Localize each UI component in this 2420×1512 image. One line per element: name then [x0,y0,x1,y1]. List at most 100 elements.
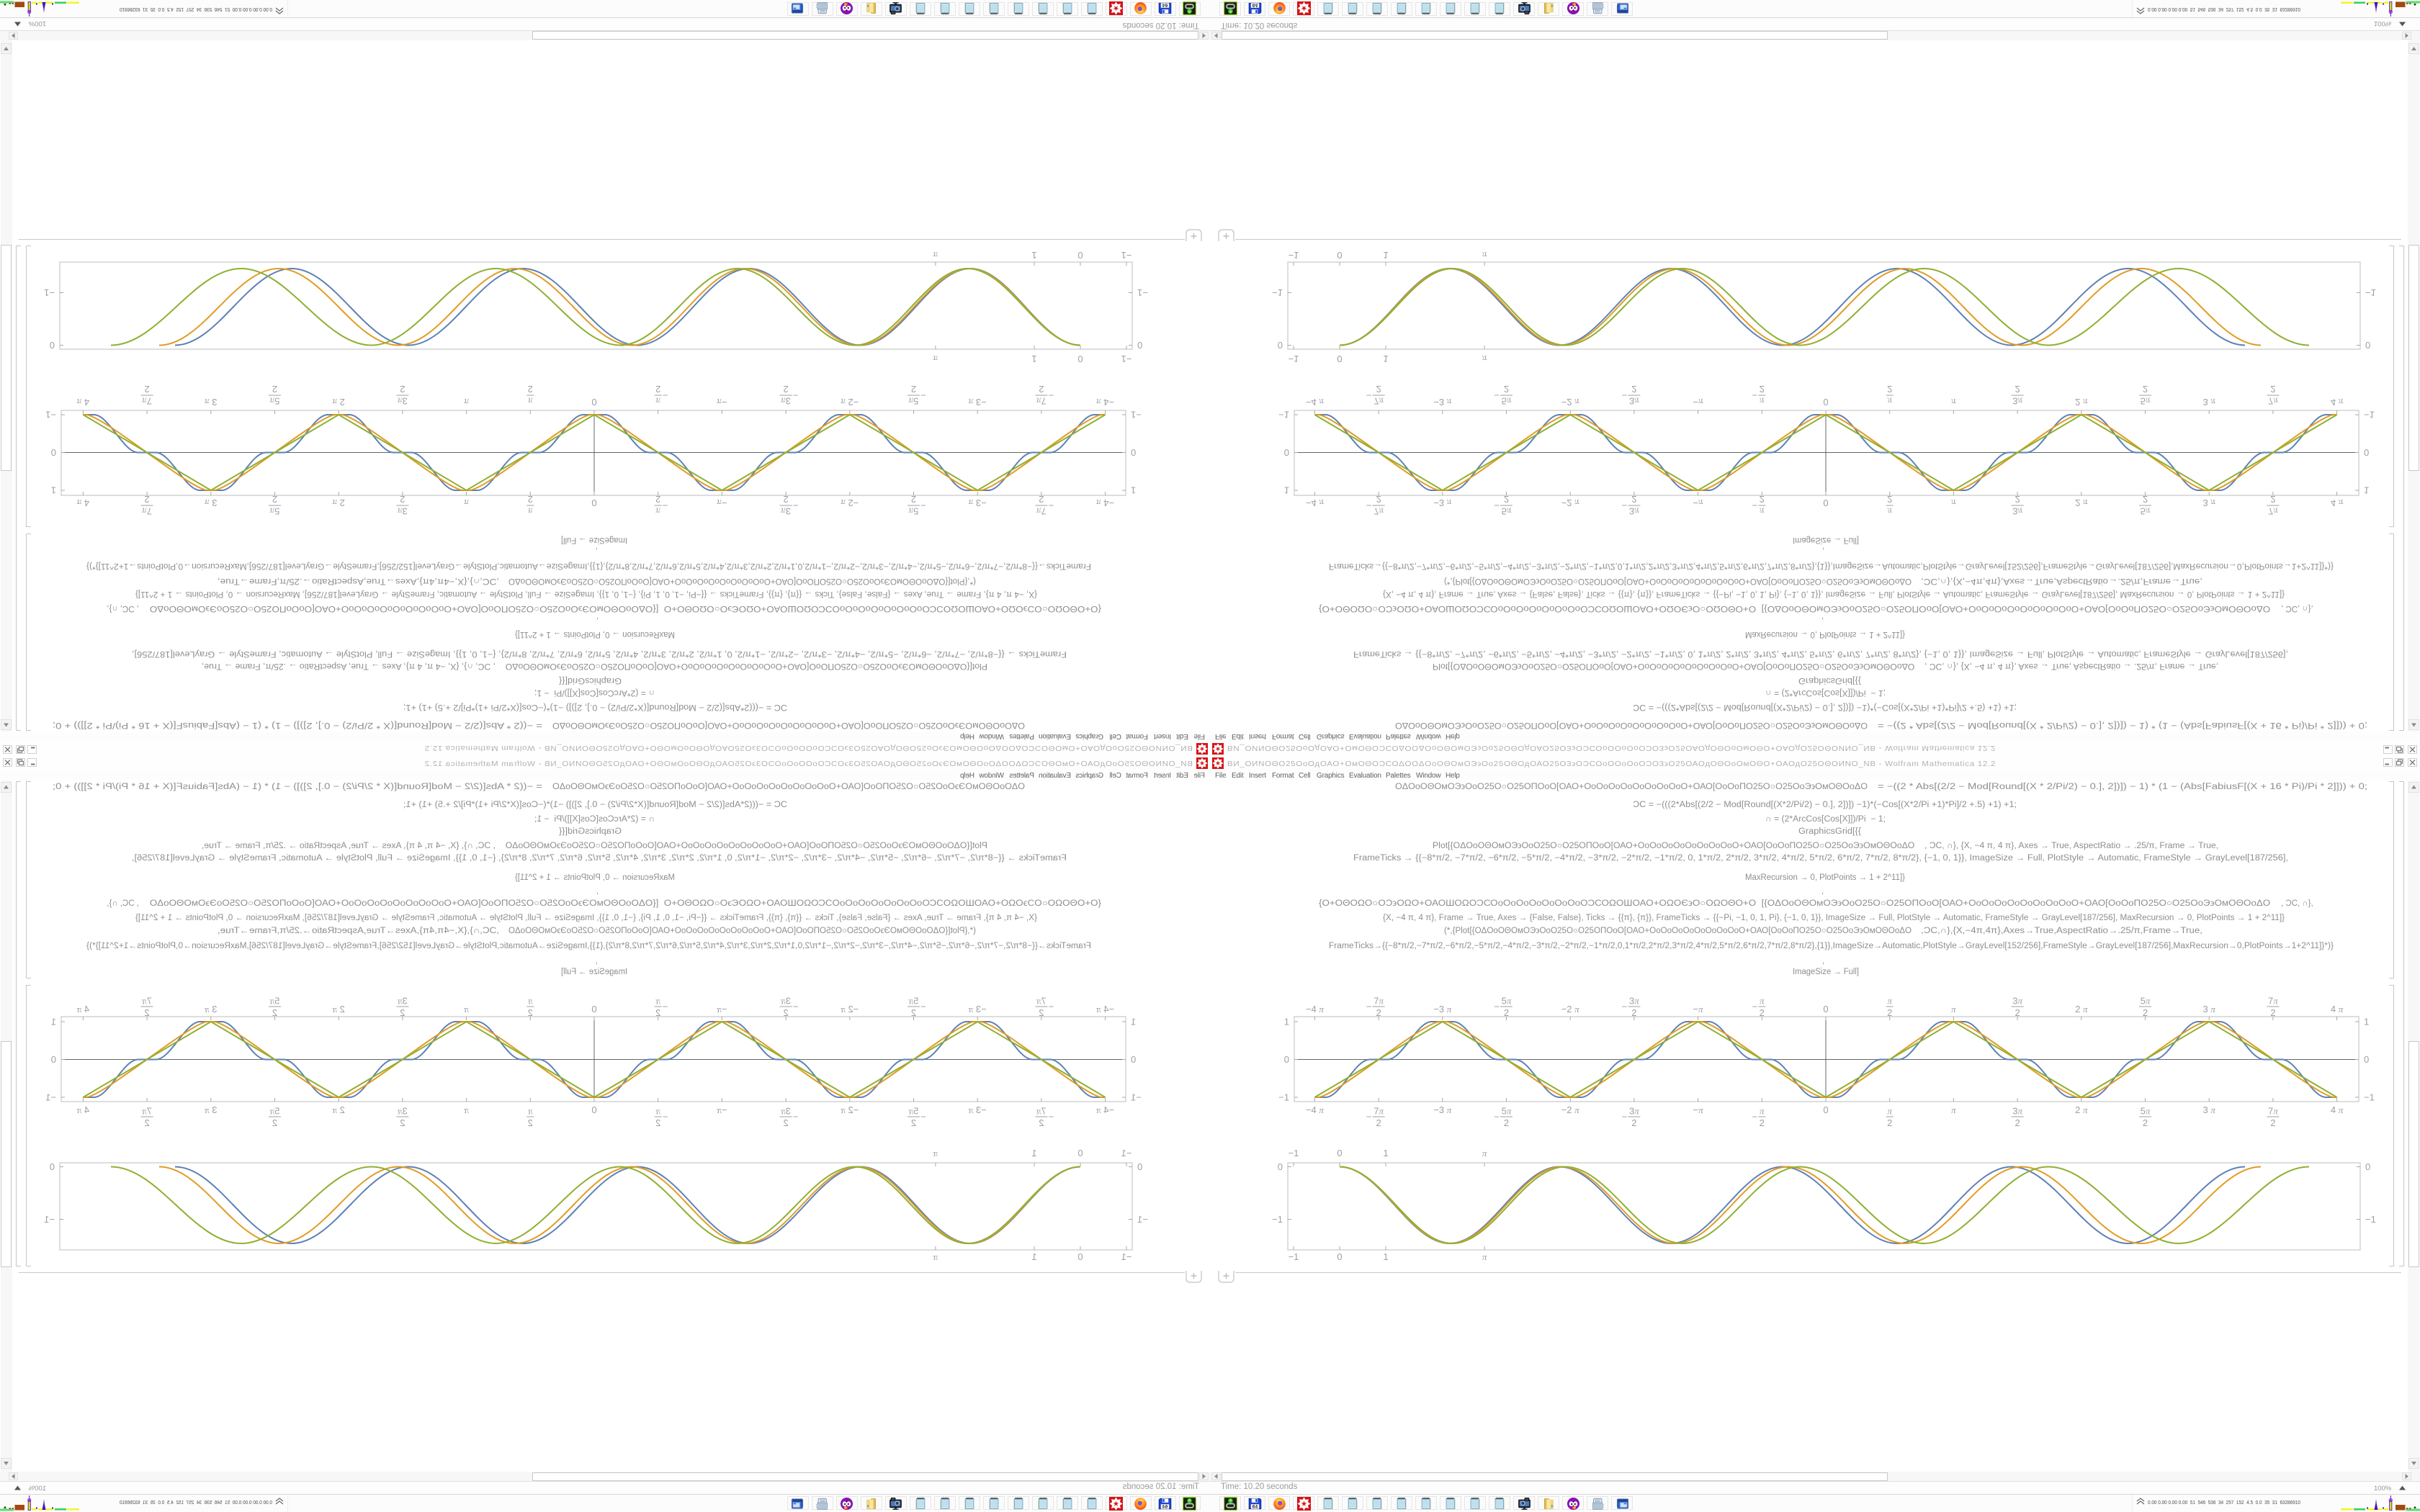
svg-text:5π: 5π [1502,1106,1512,1117]
svg-text:7π: 7π [2268,1106,2278,1117]
svg-text:5π: 5π [269,996,279,1007]
svg-text:−2 π: −2 π [1561,1104,1579,1115]
svg-text:−1: −1 [1121,354,1132,364]
svg-text:0: 0 [1284,447,1289,458]
svg-text:1: 1 [1383,354,1388,364]
svg-text:2: 2 [2015,1007,2020,1018]
svg-text:π: π [1887,396,1892,407]
svg-text:2: 2 [655,384,660,395]
svg-text:7π: 7π [1036,396,1047,407]
svg-text:1: 1 [2364,1017,2369,1027]
svg-text:−4 π: −4 π [1306,397,1324,408]
svg-text:π: π [528,506,533,517]
svg-text:3 π: 3 π [205,1004,218,1014]
svg-text:2: 2 [144,1007,149,1018]
svg-text:7π: 7π [142,996,152,1007]
svg-text:π: π [1951,1004,1956,1014]
svg-text:1: 1 [51,1017,56,1027]
svg-text:2: 2 [2270,1117,2275,1128]
svg-text:−: − [1494,500,1500,511]
svg-text:3 π: 3 π [2203,397,2216,408]
svg-text:−: − [1752,500,1758,511]
svg-text:−π: −π [1693,1104,1704,1115]
svg-text:π: π [1760,996,1765,1007]
svg-text:2: 2 [1039,1117,1044,1128]
svg-text:π: π [933,1251,938,1262]
svg-text:−: − [1752,1002,1758,1012]
svg-text:5π: 5π [1502,996,1512,1007]
svg-text:4 π: 4 π [2331,397,2344,408]
svg-text:2: 2 [528,1007,533,1018]
svg-text:3π: 3π [1629,396,1639,407]
svg-text:−π: −π [1693,498,1704,508]
svg-text:7π: 7π [1373,396,1384,407]
svg-text:3 π: 3 π [205,397,218,408]
svg-text:−4 π: −4 π [1306,1004,1324,1014]
svg-text:2: 2 [272,494,277,505]
svg-text:π: π [1951,397,1956,408]
svg-text:2: 2 [655,1007,660,1018]
svg-text:2 π: 2 π [2075,397,2088,408]
svg-text:2: 2 [528,1117,533,1128]
svg-text:−1: −1 [45,1092,56,1103]
svg-text:2: 2 [1887,494,1892,505]
svg-text:0: 0 [1823,1104,1828,1115]
svg-text:0: 0 [1131,447,1136,458]
svg-text:0: 0 [1337,1251,1342,1262]
svg-text:2: 2 [1504,1007,1509,1018]
svg-text:−1: −1 [1289,1251,1299,1262]
svg-text:2: 2 [911,494,916,505]
svg-text:0: 0 [50,1161,55,1172]
svg-text:−3 π: −3 π [968,1004,986,1014]
svg-text:0: 0 [1823,1004,1828,1014]
svg-text:−: − [920,390,926,401]
svg-text:2: 2 [400,1117,405,1128]
svg-text:−4 π: −4 π [1096,397,1114,408]
svg-text:2: 2 [2270,1007,2275,1018]
svg-text:7π: 7π [2268,996,2278,1007]
svg-text:−1: −1 [2365,287,2376,298]
svg-text:0: 0 [2365,1161,2370,1172]
svg-text:−2 π: −2 π [841,397,859,408]
svg-text:3 π: 3 π [205,1104,218,1115]
svg-text:2: 2 [1376,1007,1381,1018]
svg-text:−3 π: −3 π [968,1104,986,1115]
svg-text:π: π [655,996,660,1007]
svg-text:−2 π: −2 π [1561,1004,1579,1014]
svg-text:−1: −1 [44,287,55,298]
svg-text:2: 2 [911,1117,916,1128]
svg-text:−2 π: −2 π [841,1104,859,1115]
svg-text:7π: 7π [142,1106,152,1117]
svg-text:2: 2 [400,1007,405,1018]
svg-text:3π: 3π [2012,996,2022,1007]
svg-text:4 π: 4 π [2331,1004,2344,1014]
svg-text:2: 2 [1760,494,1765,505]
svg-text:π: π [464,397,469,408]
svg-text:−: − [1494,390,1500,401]
svg-text:−π: −π [717,397,727,408]
svg-text:−: − [1049,1002,1054,1012]
svg-text:2 π: 2 π [2075,1104,2088,1115]
svg-text:0: 0 [2364,447,2369,458]
svg-text:−: − [1752,390,1758,401]
svg-text:−: − [920,500,926,511]
svg-text:−2 π: −2 π [841,498,859,508]
svg-text:4 π: 4 π [76,1104,89,1115]
svg-text:−1: −1 [1131,1092,1142,1103]
svg-text:2: 2 [2015,1117,2020,1128]
svg-text:π: π [1760,1106,1765,1117]
svg-text:−1: −1 [44,1214,55,1225]
svg-text:−2 π: −2 π [1561,397,1579,408]
svg-text:π: π [464,498,469,508]
svg-text:−: − [1366,390,1372,401]
svg-text:7π: 7π [1036,996,1047,1007]
svg-text:0: 0 [1077,1251,1083,1262]
svg-text:−π: −π [717,498,727,508]
svg-text:−: − [920,1112,926,1122]
svg-text:π: π [464,1104,469,1115]
svg-text:1: 1 [1131,1017,1136,1027]
svg-text:2: 2 [1887,1117,1892,1128]
svg-text:1: 1 [1031,1251,1036,1262]
svg-text:−: − [663,1002,668,1012]
svg-text:4 π: 4 π [76,498,89,508]
